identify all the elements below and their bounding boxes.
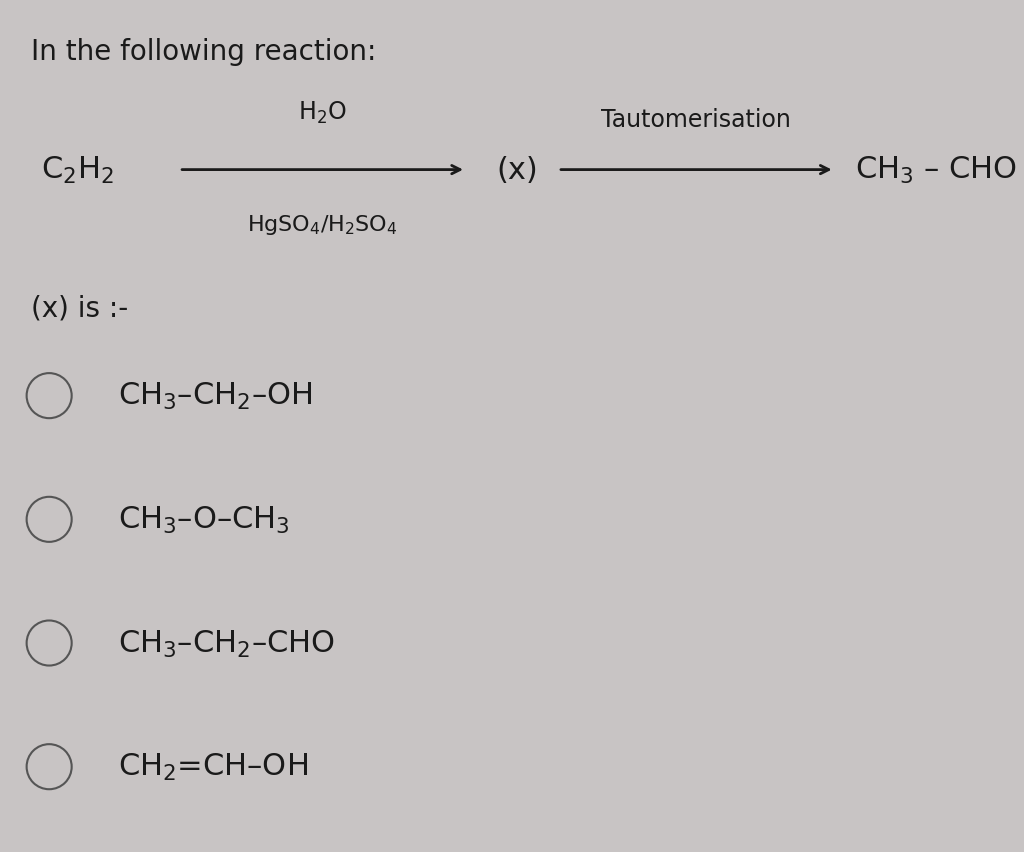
- Text: CH$_2$=CH–OH: CH$_2$=CH–OH: [118, 751, 308, 782]
- Text: H$_2$O: H$_2$O: [298, 100, 347, 126]
- Text: CH$_3$ – CHO: CH$_3$ – CHO: [855, 155, 1017, 186]
- Text: (x) is :-: (x) is :-: [31, 294, 128, 322]
- Text: HgSO$_4$/H$_2$SO$_4$: HgSO$_4$/H$_2$SO$_4$: [247, 213, 398, 237]
- Text: CH$_3$–CH$_2$–CHO: CH$_3$–CH$_2$–CHO: [118, 628, 335, 659]
- Text: (x): (x): [497, 156, 539, 185]
- Text: C$_2$H$_2$: C$_2$H$_2$: [41, 155, 114, 186]
- Text: In the following reaction:: In the following reaction:: [31, 38, 376, 66]
- Text: CH$_3$–CH$_2$–OH: CH$_3$–CH$_2$–OH: [118, 381, 312, 412]
- Text: Tautomerisation: Tautomerisation: [601, 108, 792, 132]
- Text: CH$_3$–O–CH$_3$: CH$_3$–O–CH$_3$: [118, 504, 290, 535]
